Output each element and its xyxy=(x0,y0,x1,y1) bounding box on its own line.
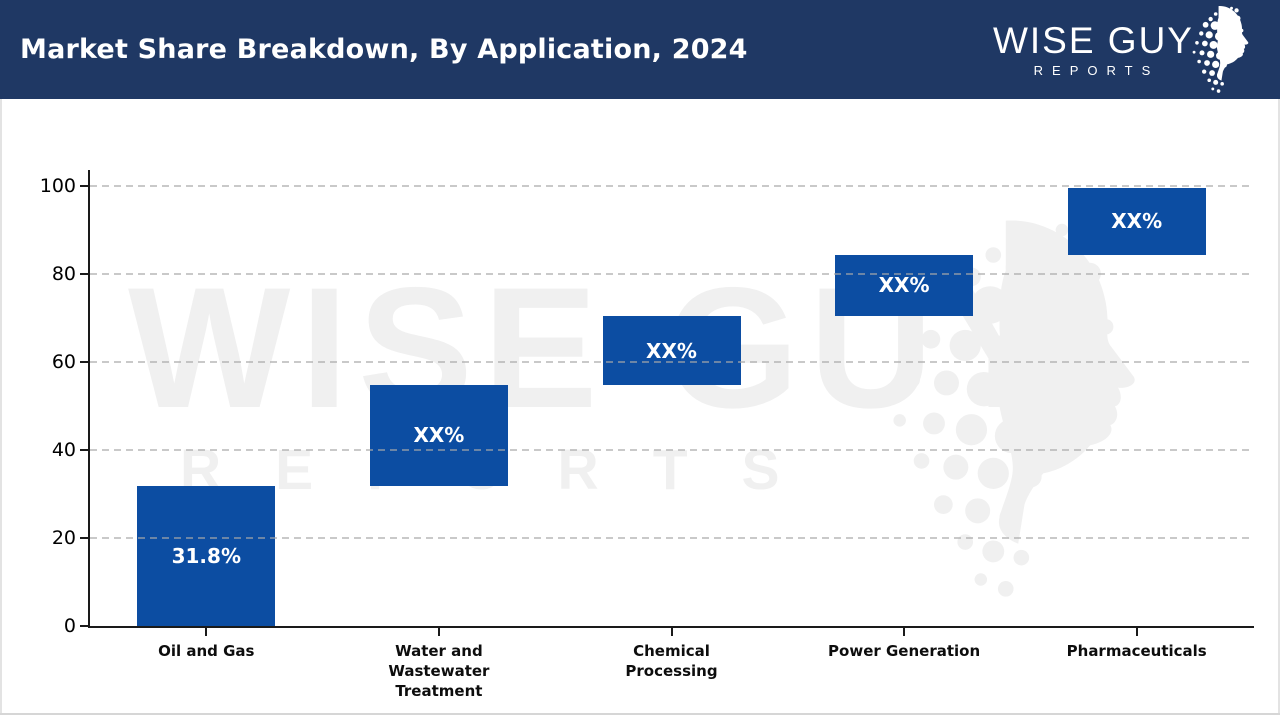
bar-value-label-water-and-wastewater-treatment: XX% xyxy=(413,423,465,448)
x-tick-pharmaceuticals xyxy=(1135,628,1138,636)
x-tick-chemical-processing xyxy=(670,628,673,636)
y-tick-60 xyxy=(80,361,90,363)
bar-value-label-pharmaceuticals: XX% xyxy=(1111,209,1163,234)
y-tick-label-100: 100 xyxy=(39,175,76,197)
x-tick-oil-and-gas xyxy=(205,628,208,636)
logo-text: WISE GUY REPORTS xyxy=(993,22,1194,78)
gridline-100 xyxy=(90,185,1253,187)
y-tick-0 xyxy=(80,625,90,627)
bar-chemical-processing xyxy=(602,316,741,385)
gridline-20 xyxy=(90,537,1253,539)
bar-value-label-oil-and-gas: 31.8% xyxy=(171,544,241,569)
y-tick-label-0: 0 xyxy=(63,615,76,637)
x-category-label-power-generation: Power Generation xyxy=(828,642,981,660)
x-category-label-pharmaceuticals: Pharmaceuticals xyxy=(1066,642,1207,660)
x-tick-power-generation xyxy=(903,628,906,636)
page-title: Market Share Breakdown, By Application, … xyxy=(20,34,748,65)
x-category-label-water-and-wastewater-treatment: Water and Wastewater Treatment xyxy=(388,642,490,700)
gridline-80 xyxy=(90,273,1253,275)
bar-value-label-chemical-processing: XX% xyxy=(646,338,697,363)
logo-subtitle: REPORTS xyxy=(1033,62,1160,78)
bar-oil-and-gas xyxy=(137,486,276,626)
y-tick-80 xyxy=(80,273,90,275)
x-category-label-chemical-processing: Chemical Processing xyxy=(625,642,718,680)
y-tick-label-40: 40 xyxy=(51,439,76,461)
gridline-60 xyxy=(90,361,1253,363)
card-border-bottom xyxy=(0,713,1280,715)
gridline-40 xyxy=(90,449,1253,451)
card-border-left xyxy=(0,99,2,715)
bar-value-label-power-generation: XX% xyxy=(878,273,930,298)
bar-water-and-wastewater-treatment xyxy=(369,384,508,487)
bar-power-generation xyxy=(835,254,974,317)
y-tick-label-60: 60 xyxy=(51,351,76,373)
y-axis-spine xyxy=(88,170,90,628)
bar-pharmaceuticals xyxy=(1067,187,1206,255)
logo-wordmark: WISE GUY xyxy=(992,19,1194,61)
y-tick-40 xyxy=(80,449,90,451)
header-bar: Market Share Breakdown, By Application, … xyxy=(0,0,1280,99)
y-tick-label-20: 20 xyxy=(51,527,76,549)
x-category-label-oil-and-gas: Oil and Gas xyxy=(158,642,255,660)
y-tick-100 xyxy=(80,185,90,187)
x-axis-spine xyxy=(88,626,1254,628)
y-tick-20 xyxy=(80,537,90,539)
logo-head-icon xyxy=(1192,5,1249,93)
wise-guy-logo: WISE GUY REPORTS xyxy=(993,3,1256,97)
x-tick-water-and-wastewater-treatment xyxy=(437,628,440,636)
card-border-right xyxy=(1278,99,1280,715)
y-tick-label-80: 80 xyxy=(51,263,76,285)
